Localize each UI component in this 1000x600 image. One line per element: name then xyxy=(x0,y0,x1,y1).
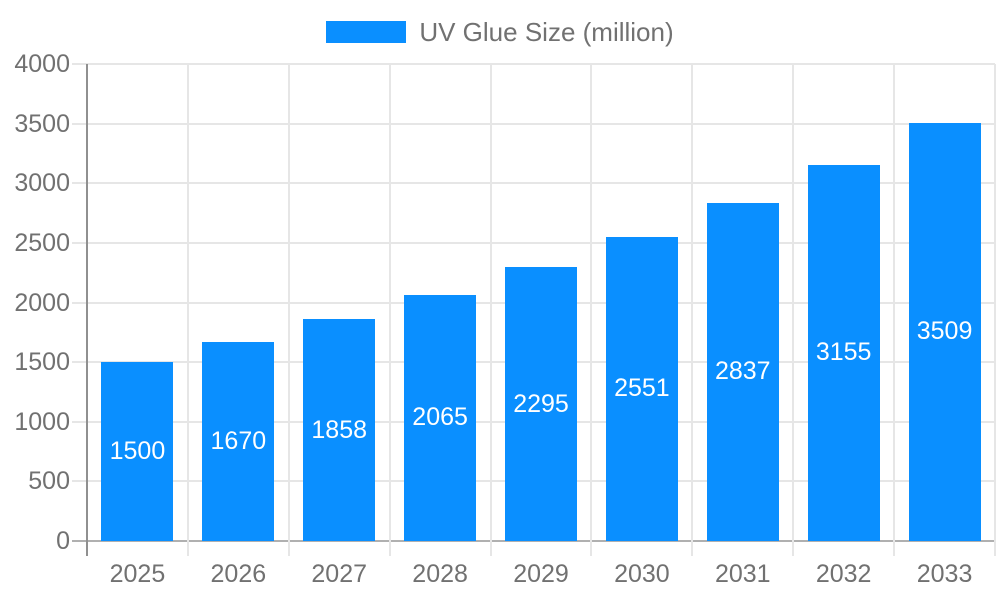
bar-value-label: 1500 xyxy=(109,437,166,466)
bar-2025[interactable]: 1500 xyxy=(101,362,174,541)
bar-value-label: 2065 xyxy=(412,403,468,432)
x-tick-label: 2026 xyxy=(210,560,267,588)
gridline-vertical xyxy=(994,64,996,556)
gridline-vertical xyxy=(691,64,694,556)
y-tick-label: 0 xyxy=(56,527,70,555)
gridline-vertical xyxy=(186,64,189,556)
gridline-vertical xyxy=(893,64,896,556)
bar-value-label: 2295 xyxy=(513,389,569,418)
x-axis-baseline xyxy=(72,540,995,542)
gridline-vertical xyxy=(590,64,593,556)
bar-value-label: 2837 xyxy=(714,357,771,386)
bar-2028[interactable]: 2065 xyxy=(404,294,477,541)
x-tick-label: 2029 xyxy=(513,560,569,588)
bar-value-label: 1670 xyxy=(210,426,267,455)
gridline-vertical xyxy=(287,64,290,556)
bar-value-label: 3155 xyxy=(815,338,872,367)
bar-2026[interactable]: 1670 xyxy=(202,341,275,541)
y-tick-label: 2500 xyxy=(14,228,70,257)
y-tick-label: 4000 xyxy=(14,50,70,78)
x-tick-label: 2028 xyxy=(412,560,468,588)
y-tick-label: 3500 xyxy=(14,109,70,138)
bar-2031[interactable]: 2837 xyxy=(706,202,779,541)
gridline-vertical xyxy=(792,64,795,556)
y-tick-label: 1000 xyxy=(14,407,70,436)
plot-area: 1500 1670 1858 2065 2295 2551 2837 3155 3509 xyxy=(72,63,996,556)
x-tick-label: 2027 xyxy=(311,560,368,588)
gridline-horizontal xyxy=(72,122,995,125)
y-tick-label: 3000 xyxy=(14,169,70,198)
bar-value-label: 2551 xyxy=(614,374,670,403)
bar-2033[interactable]: 3509 xyxy=(908,122,981,541)
x-tick-label: 2032 xyxy=(815,560,872,588)
y-tick-label: 500 xyxy=(28,467,70,496)
x-tick-label: 2031 xyxy=(714,560,771,588)
gridline-vertical xyxy=(489,64,492,556)
bar-2029[interactable]: 2295 xyxy=(505,267,577,541)
y-tick-label: 2000 xyxy=(14,288,70,317)
gridline-vertical xyxy=(388,64,391,556)
bar-value-label: 3509 xyxy=(916,317,973,346)
x-tick-label: 2030 xyxy=(614,560,670,588)
legend-label: UV Glue Size (million) xyxy=(419,17,674,47)
gridline-horizontal xyxy=(72,241,995,244)
gridline-horizontal xyxy=(72,182,995,185)
x-tick-label: 2033 xyxy=(916,560,973,588)
bar-2032[interactable]: 3155 xyxy=(807,164,880,541)
legend-swatch-icon xyxy=(326,21,407,43)
bar-2030[interactable]: 2551 xyxy=(605,236,678,541)
y-axis-line xyxy=(86,64,88,556)
legend[interactable]: UV Glue Size (million) xyxy=(0,19,1000,45)
x-tick-label: 2025 xyxy=(109,560,166,588)
bar-2027[interactable]: 1858 xyxy=(303,319,376,541)
y-tick-label: 1500 xyxy=(14,348,70,377)
gridline-horizontal xyxy=(72,63,995,65)
bar-value-label: 1858 xyxy=(311,415,368,444)
